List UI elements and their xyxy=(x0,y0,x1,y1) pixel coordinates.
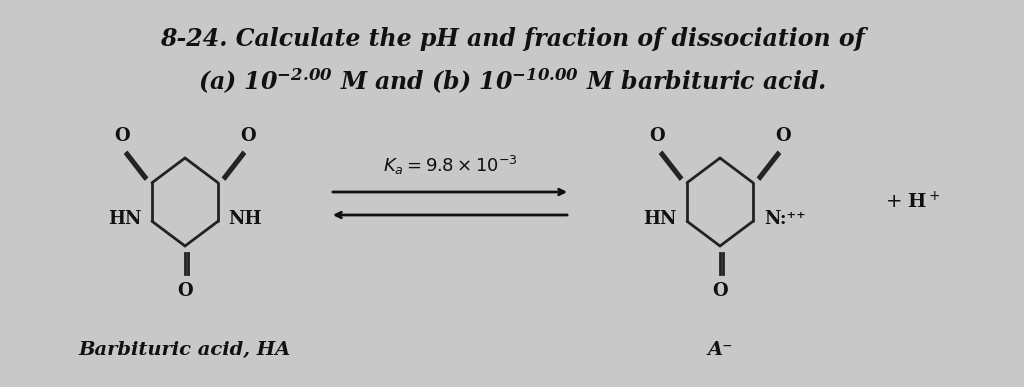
Text: HN: HN xyxy=(109,209,142,228)
Text: N:⁺⁺: N:⁺⁺ xyxy=(764,209,806,228)
Text: O: O xyxy=(114,127,130,146)
Text: O: O xyxy=(177,282,193,300)
Text: $+\ \mathregular{H}^+$: $+\ \mathregular{H}^+$ xyxy=(885,191,941,212)
Text: O: O xyxy=(775,127,792,146)
Text: O: O xyxy=(241,127,256,146)
Text: A⁻: A⁻ xyxy=(708,341,733,359)
Text: Barbituric acid, HA: Barbituric acid, HA xyxy=(79,341,291,359)
Text: NH: NH xyxy=(228,209,261,228)
Text: (a) $\mathdefault{10^{-2.00}}$ M and (b) $\mathdefault{10^{-10.00}}$ M barbituri: (a) $\mathdefault{10^{-2.00}}$ M and (b)… xyxy=(198,67,826,96)
Text: 8-24. Calculate the pH and fraction of dissociation of: 8-24. Calculate the pH and fraction of d… xyxy=(160,27,864,51)
Text: O: O xyxy=(712,282,728,300)
Text: O: O xyxy=(649,127,665,146)
Text: HN: HN xyxy=(644,209,677,228)
Text: $K_a = 9.8 \times 10^{-3}$: $K_a = 9.8 \times 10^{-3}$ xyxy=(383,154,517,177)
